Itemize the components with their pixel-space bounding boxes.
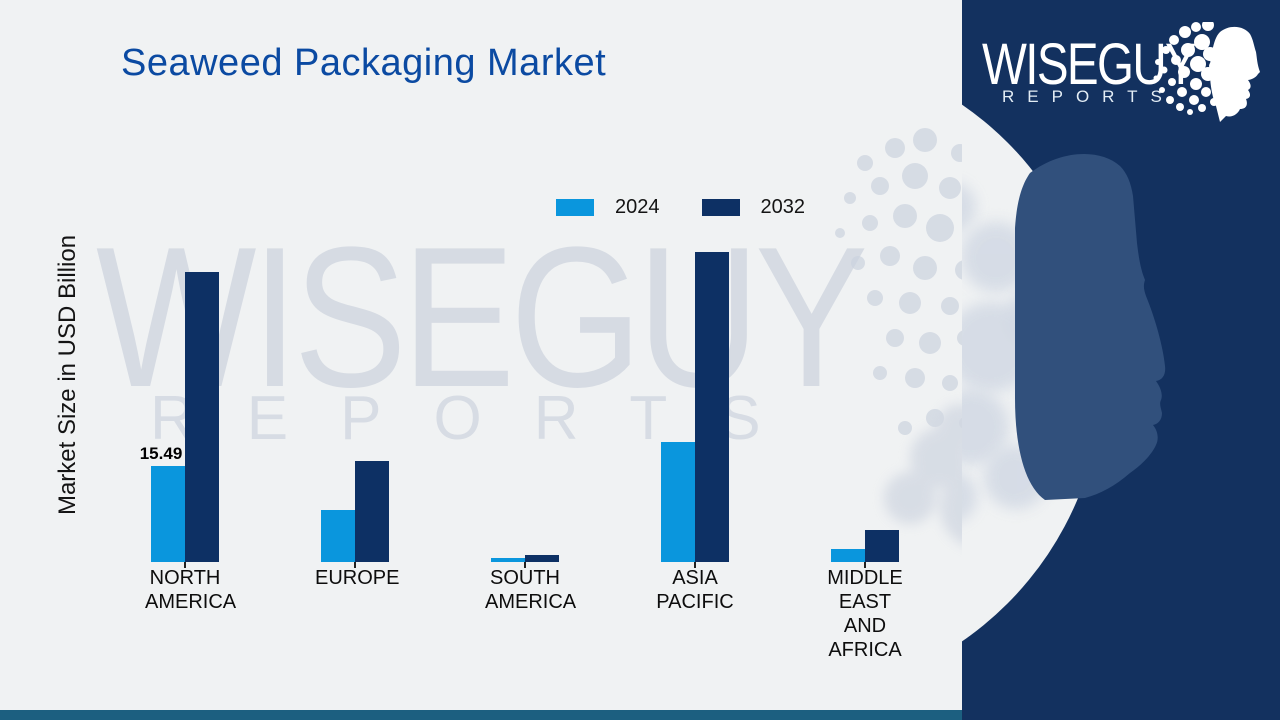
x-axis-tick [184, 562, 186, 568]
brand-wiseguy-text: WISEGUY [982, 32, 1197, 97]
legend-swatch-2032 [701, 199, 740, 216]
watermark-reports-text: REPORTS [150, 384, 813, 453]
bar-north-america-2024 [151, 466, 185, 562]
bar-europe-2032 [355, 460, 389, 562]
bar-middle-east-and-africa-2032 [865, 529, 899, 562]
x-axis-tick [524, 562, 526, 568]
bar-asia-pacific-2032 [695, 251, 729, 562]
bar-europe-2024 [321, 510, 355, 562]
brand-reports-text: REPORTS [1002, 87, 1175, 106]
legend-label-2032: 2032 [760, 196, 806, 218]
x-axis-label-north-america: NORTH AMERICA [145, 567, 237, 613]
bar-asia-pacific-2024 [661, 441, 695, 562]
bar-south-america-2024 [491, 558, 525, 562]
x-axis-label-asia-pacific: ASIA PACIFIC [656, 567, 734, 613]
face-profile-silhouette-icon [1015, 153, 1166, 500]
x-axis-tick [864, 562, 866, 568]
x-axis-label-middle-east-and-africa: MIDDLE EAST AND AFRICA [827, 567, 903, 661]
legend: 2024 2032 [556, 196, 847, 219]
bottom-accent-bar [0, 710, 1280, 720]
bar-south-america-2032 [525, 554, 559, 562]
chart-title: Seaweed Packaging Market [121, 42, 607, 84]
x-axis-tick [694, 562, 696, 568]
bar-middle-east-and-africa-2024 [831, 549, 865, 562]
legend-swatch-2024 [556, 199, 594, 216]
brand-dotted-head-icon [1153, 22, 1260, 122]
bar-north-america-2032 [185, 272, 219, 562]
legend-label-2024: 2024 [615, 196, 660, 218]
x-axis-tick [354, 562, 356, 568]
watermark-wiseguy-text: WISEGUY [96, 206, 868, 429]
brand-panel: WISEGUY REPORTS [962, 0, 1280, 720]
x-axis-label-south-america: SOUTH AMERICA [485, 567, 577, 613]
bar-value-label: 15.49 [139, 444, 183, 464]
x-axis-label-europe: EUROPE [315, 567, 400, 589]
